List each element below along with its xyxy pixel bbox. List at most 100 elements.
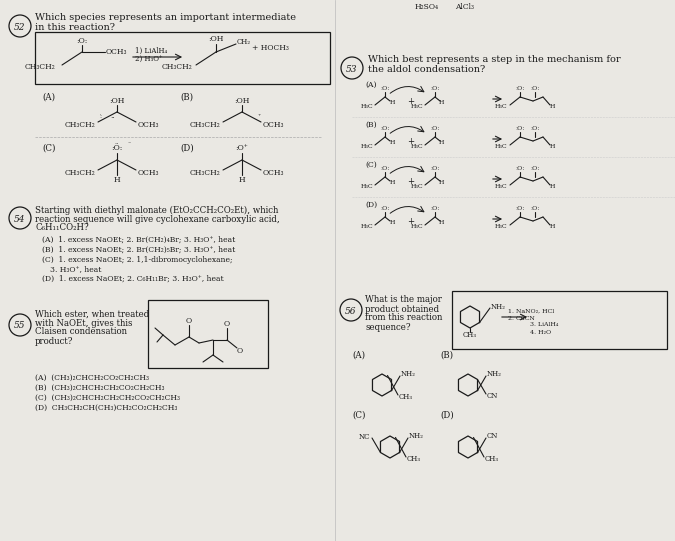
Text: product?: product? [35, 337, 74, 346]
Text: :OH: :OH [209, 35, 223, 43]
Text: (C)  (CH₃)₂CHCH₂CH₂CH₂CO₂CH₂CH₃: (C) (CH₃)₂CHCH₂CH₂CH₂CO₂CH₂CH₃ [35, 394, 180, 402]
Text: :OH: :OH [109, 97, 125, 105]
Text: (D)  1. excess NaOEt; 2. C₆H₁₁Br; 3. H₃O⁺, heat: (D) 1. excess NaOEt; 2. C₆H₁₁Br; 3. H₃O⁺… [42, 275, 223, 283]
Text: OCH₃: OCH₃ [263, 121, 284, 129]
Text: CH₂: CH₂ [237, 38, 251, 46]
Text: :O:: :O: [380, 167, 389, 171]
Text: :̇̇: :̇̇ [100, 115, 102, 120]
Text: H: H [550, 103, 556, 109]
Text: :O:: :O: [431, 127, 439, 131]
Text: CH₃: CH₃ [407, 455, 421, 463]
Text: (C): (C) [42, 143, 55, 153]
Text: :O:: :O: [431, 87, 439, 91]
Text: Starting with diethyl malonate (EtO₂CCH₂CO₂Et), which: Starting with diethyl malonate (EtO₂CCH₂… [35, 206, 278, 215]
Text: NH₂: NH₂ [491, 303, 506, 311]
Text: +: + [407, 97, 414, 107]
Text: 56: 56 [345, 307, 357, 315]
Text: H₃C: H₃C [494, 104, 507, 109]
Text: H₃C: H₃C [410, 184, 423, 189]
Text: H: H [239, 176, 245, 184]
Text: C₆H₁₁CO₂H?: C₆H₁₁CO₂H? [35, 223, 88, 233]
Text: CH₃CH₂: CH₃CH₂ [189, 169, 220, 177]
Text: 1. NaNO₂, HCl: 1. NaNO₂, HCl [508, 308, 554, 313]
Text: OCH₃: OCH₃ [138, 121, 159, 129]
Text: 3. LiAlH₄: 3. LiAlH₄ [530, 322, 558, 327]
Text: :O:: :O: [531, 167, 540, 171]
Text: (B)  (CH₃)₂CHCH₂CH₂CO₂CH₂CH₃: (B) (CH₃)₂CHCH₂CH₂CO₂CH₂CH₃ [35, 384, 165, 392]
Text: (B): (B) [180, 93, 193, 102]
Text: :O:: :O: [431, 207, 439, 212]
Text: H₃C: H₃C [494, 225, 507, 229]
Text: 4. H₂O: 4. H₂O [530, 329, 551, 334]
Text: H: H [390, 101, 396, 105]
Text: AlCl₃: AlCl₃ [455, 3, 474, 11]
Text: :O:: :O: [531, 87, 540, 91]
Text: H: H [390, 181, 396, 186]
Text: the aldol condensation?: the aldol condensation? [368, 65, 485, 75]
Text: :O:: :O: [380, 207, 389, 212]
Text: OCH₃: OCH₃ [138, 169, 159, 177]
Text: H: H [439, 101, 444, 105]
Text: 54: 54 [14, 214, 26, 223]
Text: (A)  1. excess NaOEt; 2. Br(CH₂)₄Br; 3. H₃O⁺, heat: (A) 1. excess NaOEt; 2. Br(CH₂)₄Br; 3. H… [42, 236, 236, 244]
Text: 52: 52 [14, 23, 26, 31]
Text: H₃C: H₃C [410, 104, 423, 109]
Text: CH₃: CH₃ [485, 455, 499, 463]
Text: NH₂: NH₂ [401, 370, 416, 378]
Text: 2. CuCN: 2. CuCN [508, 315, 535, 320]
Text: H: H [390, 221, 396, 226]
Text: (A)  (CH₃)₂CHCH₂CO₂CH₂CH₃: (A) (CH₃)₂CHCH₂CO₂CH₂CH₃ [35, 374, 149, 382]
Text: H₃C: H₃C [410, 225, 423, 229]
Text: :O:: :O: [380, 87, 389, 91]
Text: H₃C: H₃C [360, 184, 373, 189]
Text: (A): (A) [365, 81, 377, 89]
Text: :O:: :O: [515, 87, 524, 91]
Text: CH₃: CH₃ [399, 393, 413, 401]
Text: 53: 53 [346, 64, 358, 74]
Text: What is the major: What is the major [365, 295, 442, 305]
Text: O: O [186, 317, 192, 325]
Text: CN: CN [487, 432, 498, 440]
Text: (B): (B) [365, 121, 377, 129]
Text: ⁺: ⁺ [258, 115, 261, 120]
Text: reaction sequence will give cyclohexane carboxylic acid,: reaction sequence will give cyclohexane … [35, 214, 279, 223]
Text: H₃C: H₃C [360, 104, 373, 109]
Text: (D): (D) [180, 143, 194, 153]
Text: Claisen condensation: Claisen condensation [35, 327, 127, 337]
Text: H₃C: H₃C [360, 225, 373, 229]
Text: CH₃CH₂: CH₃CH₂ [189, 121, 220, 129]
Text: CH₃CH₂: CH₃CH₂ [64, 169, 95, 177]
Text: +: + [407, 217, 414, 227]
Text: H₃C: H₃C [494, 184, 507, 189]
Text: (C)  1. excess NaOEt; 2. 1,1-dibromocyclohexane;: (C) 1. excess NaOEt; 2. 1,1-dibromocyclo… [42, 256, 233, 264]
Text: H: H [550, 143, 556, 148]
Text: Which best represents a step in the mechanism for: Which best represents a step in the mech… [368, 56, 620, 64]
Text: H₃C: H₃C [410, 144, 423, 149]
Text: 1) LiAlH₄: 1) LiAlH₄ [135, 47, 167, 55]
Text: from this reaction: from this reaction [365, 313, 442, 322]
Text: 3. H₃O⁺, heat: 3. H₃O⁺, heat [50, 265, 101, 273]
Text: (B)  1. excess NaOEt; 2. Br(CH₂)₅Br; 3. H₃O⁺, heat: (B) 1. excess NaOEt; 2. Br(CH₂)₅Br; 3. H… [42, 246, 236, 254]
Text: OCH₃: OCH₃ [263, 169, 284, 177]
Text: H: H [439, 181, 444, 186]
Text: with NaOEt, gives this: with NaOEt, gives this [35, 319, 132, 327]
Text: O: O [224, 320, 230, 328]
Text: +: + [407, 177, 414, 187]
Text: H: H [550, 183, 556, 188]
Text: NC: NC [358, 433, 370, 441]
Text: Which species represents an important intermediate: Which species represents an important in… [35, 14, 296, 23]
Text: :O:: :O: [431, 167, 439, 171]
Text: H: H [550, 223, 556, 228]
Text: H: H [390, 141, 396, 146]
Text: :OH: :OH [234, 97, 250, 105]
Text: :O:: :O: [515, 127, 524, 131]
Text: product obtained: product obtained [365, 305, 439, 313]
Text: CH₃CH₂: CH₃CH₂ [24, 63, 55, 71]
Text: :O:: :O: [76, 37, 88, 45]
Text: CN: CN [487, 392, 498, 400]
Text: CH₃CH₂: CH₃CH₂ [161, 63, 192, 71]
Text: (B): (B) [440, 351, 453, 360]
Text: ··: ·· [111, 114, 115, 122]
Text: 2) H₃O⁺: 2) H₃O⁺ [135, 55, 163, 63]
Text: +: + [407, 137, 414, 147]
